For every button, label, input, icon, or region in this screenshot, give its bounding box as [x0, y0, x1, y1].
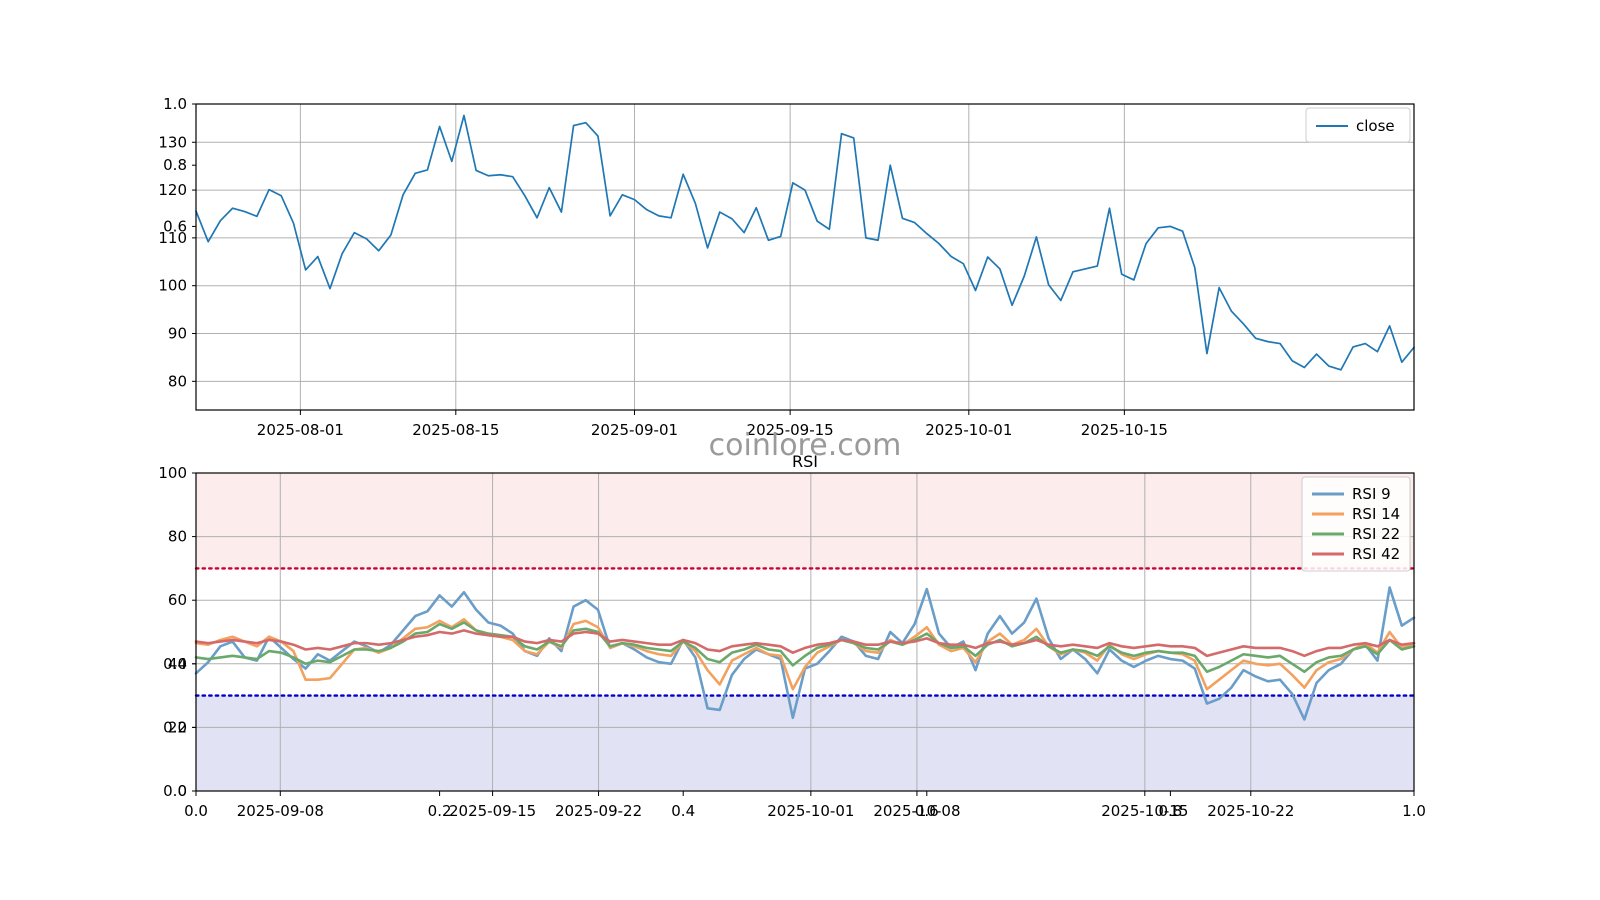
price-axis-frame [195, 103, 1415, 411]
price-secondary-y-axis-labels: 1.0 0.8 0.6 [163, 95, 187, 235]
price-y-tick-label: 120 [158, 181, 187, 199]
price-plot-background [196, 104, 1414, 410]
rsi-axis-frame [195, 472, 1415, 792]
price-x-tick-label: 2025-10-01 [925, 421, 1012, 439]
rsi-x-axis-labels: 0.0 2025-09-08 2025-09-150.2 2025-09-22 0.4 2… [184, 802, 1426, 820]
rsi-y-tick-label: 60 [168, 591, 187, 609]
rsi-tick-marks [192, 472, 1415, 796]
price-x-tick-label: 2025-09-15 [747, 421, 834, 439]
rsi-y-axis-labels: 100 80 60 40 20 0 [158, 464, 187, 800]
price-series-lines [195, 114, 1415, 371]
rsi-y-tick-label: 100 [158, 464, 187, 482]
rsi-secondary-y-axis-labels: 0.4 0.2 0.0 [163, 655, 187, 800]
coinlore-watermark: coinlore.com [709, 428, 902, 463]
rsi-x-tick-label: 2025-09-15 [449, 802, 536, 820]
price-y-tick-label: 80 [168, 372, 187, 390]
rsi-x-tick-label: 0.0 [184, 802, 208, 820]
price-x-axis-labels: 2025-08-01 2025-08-15 2025-09-01 2025-09-15… [257, 421, 1168, 439]
rsi-secondary-y-tick-label: 0.0 [163, 782, 187, 800]
rsi-legend-label: RSI 9 [1352, 485, 1391, 503]
price-y-tick-label: 110 [158, 229, 187, 247]
rsi-y-tick-label: 0 [177, 782, 187, 800]
price-line-close [195, 114, 1415, 371]
rsi-line-rsi-42 [194, 629, 1416, 658]
rsi-x-tick-label: 0.8 [1158, 802, 1182, 820]
price-tick-marks [192, 103, 1125, 415]
price-y-tick-label: 90 [168, 325, 187, 343]
rsi-x-tick-label: 2025-10-01 [767, 802, 854, 820]
rsi-gridlines [196, 473, 1414, 791]
price-secondary-y-tick-label: 0.6 [163, 217, 187, 235]
rsi-x-tick-label: 0.2 [428, 802, 452, 820]
price-y-tick-label: 130 [158, 133, 187, 151]
rsi-legend-label: RSI 14 [1352, 505, 1400, 523]
price-x-tick-label: 2025-09-01 [591, 421, 678, 439]
rsi-x-tick-label: 2025-10-15 [1101, 802, 1188, 820]
rsi-y-tick-label: 80 [168, 528, 187, 546]
price-x-tick-label: 2025-08-01 [257, 421, 344, 439]
rsi-secondary-y-tick-label: 0.4 [163, 655, 187, 673]
rsi-oversold-band [196, 695, 1414, 791]
rsi-line-rsi-22 [194, 621, 1416, 674]
price-x-tick-label: 2025-10-15 [1081, 421, 1168, 439]
rsi-panel-title: RSI [792, 452, 818, 471]
rsi-x-tick-label: 2025-09-22 [555, 802, 642, 820]
price-secondary-y-tick-label: 1.0 [163, 95, 187, 113]
price-legend-label: close [1356, 117, 1395, 135]
price-legend-box[interactable] [1305, 107, 1411, 143]
rsi-y-tick-label: 20 [168, 718, 187, 736]
price-legend[interactable]: close [1305, 107, 1411, 143]
price-x-tick-label: 2025-08-15 [412, 421, 499, 439]
rsi-x-tick-label: 2025-09-08 [237, 802, 324, 820]
rsi-legend[interactable]: RSI 9 RSI 14 RSI 22 RSI 42 [1301, 476, 1411, 572]
rsi-x-tick-label: 0.6 [915, 802, 939, 820]
price-y-tick-label: 100 [158, 277, 187, 295]
rsi-x-tick-label: 2025-10-08 [873, 802, 960, 820]
price-y-axis-labels: 130 120 110 100 90 80 [158, 133, 187, 390]
rsi-x-tick-label: 0.4 [671, 802, 695, 820]
rsi-y-tick-label: 40 [168, 655, 187, 673]
rsi-legend-label: RSI 22 [1352, 525, 1400, 543]
rsi-x-tick-label: 2025-10-22 [1207, 802, 1294, 820]
rsi-chart-panel: 100 80 60 40 20 0 0.4 0.2 0.0 0.0 2025-09-08 2025… [158, 452, 1426, 820]
rsi-series-lines [194, 586, 1416, 721]
rsi-legend-label: RSI 42 [1352, 545, 1400, 563]
price-secondary-y-tick-label: 0.8 [163, 156, 187, 174]
rsi-overbought-band [196, 473, 1414, 569]
rsi-x-tick-label: 1.0 [1402, 802, 1426, 820]
rsi-legend-box[interactable] [1301, 476, 1411, 572]
rsi-secondary-y-tick-label: 0.2 [163, 718, 187, 736]
